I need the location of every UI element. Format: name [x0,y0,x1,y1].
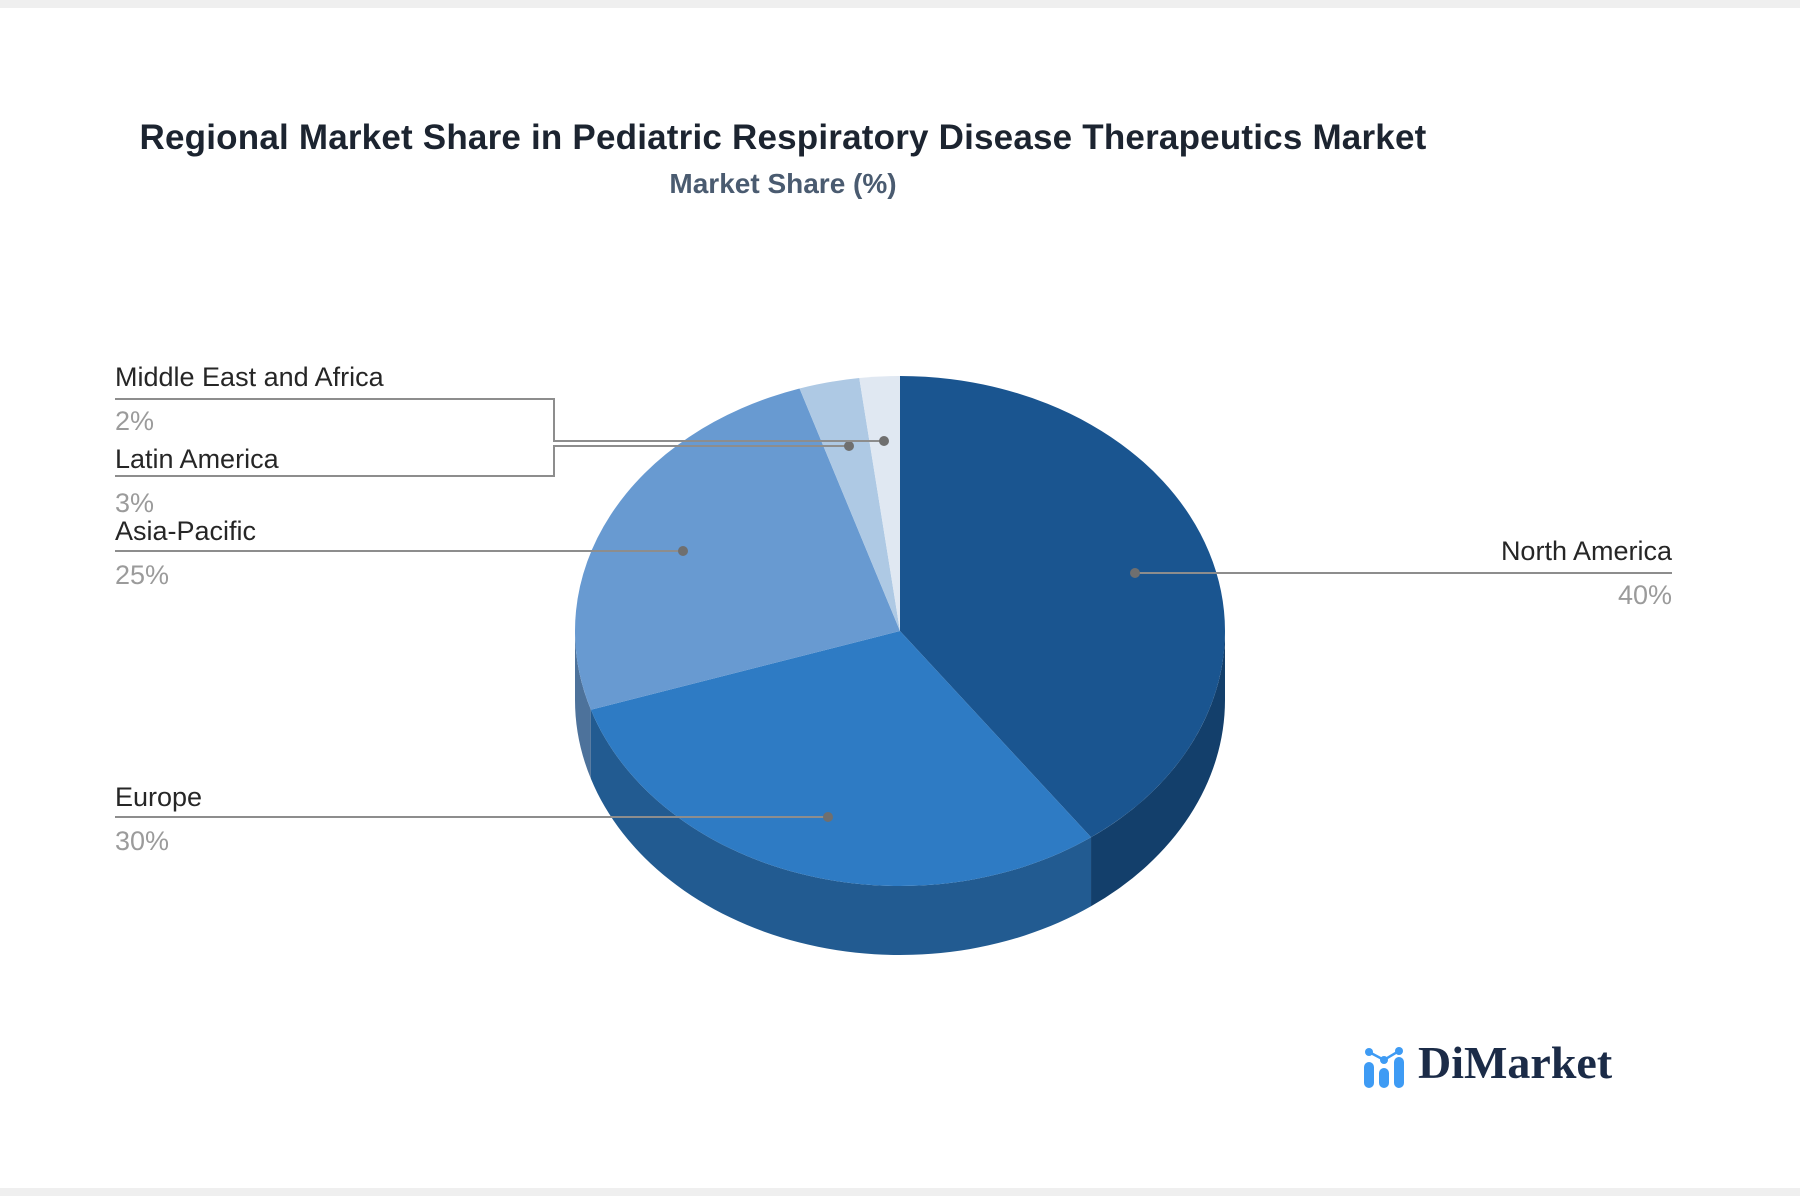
logo-dot-3 [1395,1047,1403,1055]
leader-dot-north-america [1130,568,1140,578]
pie-slice-middle-east-and-africa[interactable] [859,376,900,631]
slice-label-value: 3% [115,488,155,518]
slice-label-europe: Europe 30% [115,782,202,856]
leader-dot-asia-pacific [678,546,688,556]
leader-dot-latin-america [844,441,854,451]
slice-label-middle-east-and-africa: Middle East and Africa 2% [115,362,384,436]
page-top-border [0,0,1800,8]
logo-bar-1 [1364,1062,1374,1088]
dimarket-logo: DiMarket [1363,1038,1612,1088]
page-bottom-border [0,1188,1800,1196]
slice-label-value: 40% [1617,580,1672,610]
leader-dot-middle-east-and-africa [879,436,889,446]
pie-slice-asia-pacific[interactable] [575,388,900,710]
leader-dot-europe [823,812,833,822]
pie-slice-side-europe [590,709,1092,955]
slice-label-name: Europe [115,782,203,812]
slice-label-name: Latin America [115,444,279,474]
leader-line-middle-east-and-africa [115,398,884,442]
slice-label-name: North America [1500,536,1672,566]
pie-slice-side-asia-pacific [575,631,591,779]
chart-subtitle: Market Share (%) [669,168,897,199]
slice-label-value: 2% [115,406,155,436]
slice-label-latin-america: Latin America 3% [115,444,279,518]
pie-slice-north-america[interactable] [900,376,1225,838]
pie-slice-europe[interactable] [590,631,1092,886]
leader-line-latin-america [115,445,849,477]
pie-slice-side-north-america [1091,631,1225,907]
logo-dot-2 [1380,1056,1388,1064]
slice-label-value: 30% [115,826,170,856]
slice-label-asia-pacific: Asia-Pacific 25% [115,516,256,590]
bar-line-chart-icon [1364,1047,1404,1088]
logo-wordmark: DiMarket [1418,1037,1613,1088]
slice-label-north-america: North America 40% [1501,536,1672,610]
logo-bar-2 [1379,1068,1389,1088]
logo-bar-3 [1394,1057,1404,1088]
slice-label-name: Middle East and Africa [115,362,384,392]
slice-label-name: Asia-Pacific [115,516,257,546]
logo-dot-1 [1365,1048,1373,1056]
slice-label-value: 25% [115,560,170,590]
chart-title: Regional Market Share in Pediatric Respi… [139,118,1427,157]
